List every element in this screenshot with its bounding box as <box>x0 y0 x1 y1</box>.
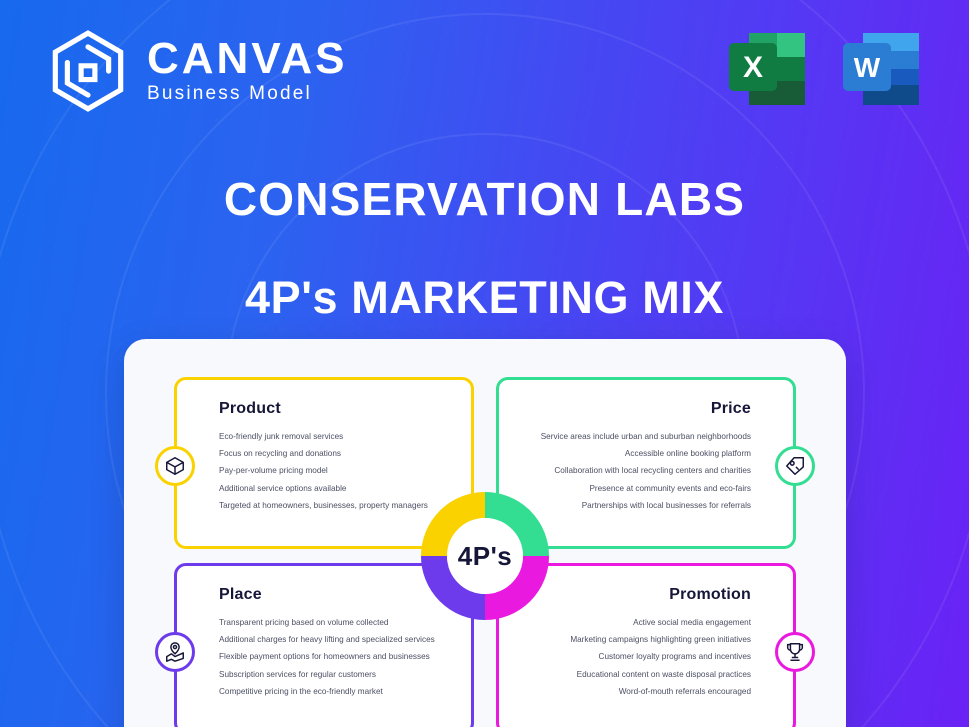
list-item: Educational content on waste disposal pr… <box>576 669 751 679</box>
card-price-list: Service areas include urban and suburban… <box>499 428 793 515</box>
list-item: Focus on recycling and donations <box>219 448 341 458</box>
office-icons-group: X W <box>723 25 925 113</box>
card-place-heading: Place <box>219 586 262 603</box>
list-item: Additional service options available <box>219 483 347 493</box>
card-price-heading: Price <box>710 400 751 417</box>
list-item: Presence at community events and eco-fai… <box>589 483 751 493</box>
list-item: Competitive pricing in the eco-friendly … <box>219 687 383 697</box>
list-item: Service areas include urban and suburban… <box>540 431 751 441</box>
list-item: Marketing campaigns highlighting green i… <box>570 634 751 644</box>
card-promotion[interactable]: Promotion Active social media engagement… <box>496 563 815 727</box>
list-item: Targeted at homeowners, businesses, prop… <box>219 501 428 511</box>
card-product-list: Eco-friendly junk removal services Focus… <box>177 428 471 515</box>
list-item: Customer loyalty programs and incentives <box>598 652 751 662</box>
four-p-donut: 4P's <box>418 489 552 623</box>
company-title: CONSERVATION LABS <box>223 173 746 225</box>
card-product-heading: Product <box>219 400 281 417</box>
card-place[interactable]: Place Transparent pricing based on volum… <box>155 563 474 727</box>
list-item: Transparent pricing based on volume coll… <box>219 617 389 627</box>
card-product[interactable]: Product Eco-friendly junk removal servic… <box>155 377 474 549</box>
list-item: Subscription services for regular custom… <box>219 669 376 679</box>
brand-title: CANVAS <box>147 33 348 83</box>
price-tag-icon <box>775 446 815 486</box>
brand-subtitle: Business Model <box>147 83 312 105</box>
brand-lockup: CANVAS Business Model <box>45 28 348 114</box>
hexagon-canvas-logo-icon <box>45 28 131 114</box>
four-p-grid: Product Eco-friendly junk removal servic… <box>155 377 815 727</box>
word-icon[interactable]: W <box>837 25 925 113</box>
card-place-list: Transparent pricing based on volume coll… <box>177 614 471 701</box>
list-item: Flexible payment options for homeowners … <box>219 652 430 662</box>
excel-icon[interactable]: X <box>723 25 811 113</box>
list-item: Accessible online booking platform <box>624 448 751 458</box>
cube-icon <box>155 446 195 486</box>
trophy-icon <box>775 632 815 672</box>
card-promotion-heading: Promotion <box>669 586 751 603</box>
map-pin-icon <box>155 632 195 672</box>
list-item: Partnerships with local businesses for r… <box>581 501 751 511</box>
svg-text:X: X <box>743 51 763 84</box>
list-item: Eco-friendly junk removal services <box>219 431 344 441</box>
content-panel: Product Eco-friendly junk removal servic… <box>124 339 846 727</box>
framework-title: 4P's MARKETING MIX <box>244 272 725 323</box>
list-item: Collaboration with local recycling cente… <box>554 466 751 476</box>
donut-center-label: 4P's <box>457 540 513 571</box>
list-item: Word-of-mouth referrals encouraged <box>618 687 751 697</box>
card-price[interactable]: Price Service areas include urban and su… <box>496 377 815 549</box>
card-promotion-list: Active social media engagement Marketing… <box>499 614 793 701</box>
list-item: Additional charges for heavy lifting and… <box>219 634 435 644</box>
list-item: Pay-per-volume pricing model <box>219 466 328 476</box>
list-item: Active social media engagement <box>633 617 751 627</box>
svg-text:W: W <box>854 52 881 83</box>
